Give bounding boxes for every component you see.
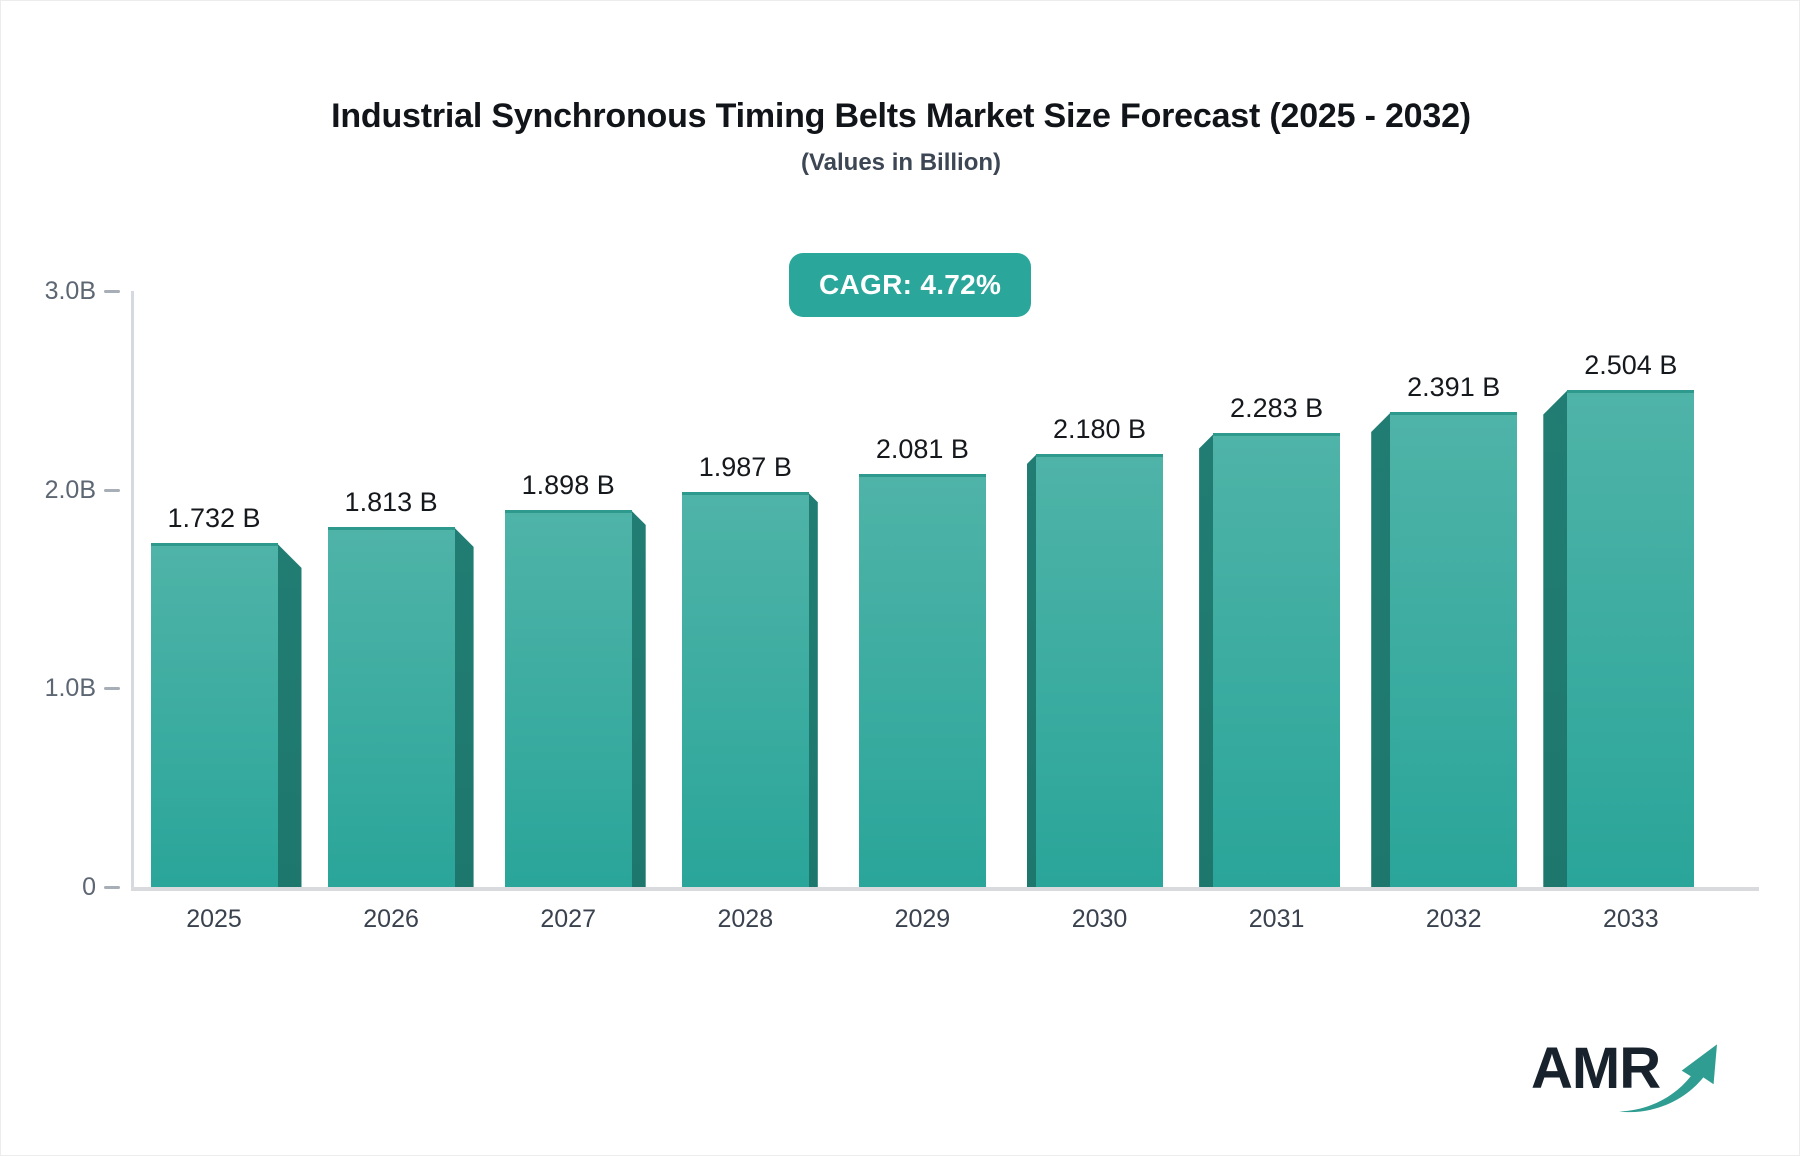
y-tick-dash bbox=[104, 290, 120, 293]
bar-side bbox=[1371, 411, 1392, 887]
bar-value-label: 2.081 B bbox=[875, 433, 969, 464]
y-tick-label: 1.0B bbox=[44, 674, 96, 703]
bar-value-label: 2.504 B bbox=[1584, 349, 1678, 380]
y-tick-label: 0 bbox=[82, 873, 96, 901]
x-axis-baseline bbox=[131, 887, 1759, 891]
cagr-badge: CAGR: 4.72% bbox=[789, 253, 1032, 317]
bar-side bbox=[453, 526, 474, 887]
bar-face bbox=[681, 492, 809, 887]
x-axis-label: 2028 bbox=[717, 905, 774, 933]
x-axis-label: 2033 bbox=[1602, 905, 1659, 933]
y-tick-label: 2.0B bbox=[44, 475, 96, 504]
bar-face bbox=[1567, 389, 1695, 887]
bar-value-label: 2.283 B bbox=[1230, 393, 1324, 424]
bar-value-label: 1.987 B bbox=[698, 452, 792, 483]
bar-side bbox=[807, 492, 818, 887]
x-axis-label: 2027 bbox=[540, 905, 596, 933]
growth-arrow-icon bbox=[1619, 1044, 1717, 1113]
bar-face bbox=[504, 509, 632, 887]
bar-face bbox=[1390, 411, 1518, 887]
x-axis-label: 2025 bbox=[186, 905, 242, 933]
bar-face bbox=[1036, 453, 1163, 887]
bar-value-label: 2.391 B bbox=[1407, 371, 1501, 402]
bar-side bbox=[276, 542, 302, 887]
bar-face bbox=[150, 542, 278, 887]
x-axis-label: 2031 bbox=[1248, 905, 1305, 933]
amr-logo: AMR bbox=[1531, 1031, 1761, 1121]
bar-side bbox=[630, 509, 646, 887]
bar-value-label: 1.732 B bbox=[167, 502, 261, 533]
y-tick-dash bbox=[104, 687, 120, 691]
x-axis-label: 2026 bbox=[363, 905, 419, 933]
chart-subtitle: (Values in Billion) bbox=[800, 149, 1002, 176]
x-axis-label: 2029 bbox=[894, 905, 951, 933]
bar-value-label: 1.813 B bbox=[344, 486, 438, 517]
bar-value-label: 1.898 B bbox=[521, 469, 615, 500]
bar-face bbox=[327, 526, 455, 887]
bar-side bbox=[1199, 433, 1215, 887]
x-axis-label: 2030 bbox=[1071, 905, 1128, 933]
x-axis-label: 2032 bbox=[1425, 905, 1482, 933]
amr-logo-text: AMR bbox=[1531, 1036, 1661, 1101]
y-tick-label: 3.0B bbox=[44, 277, 96, 305]
bar-face bbox=[1213, 433, 1341, 887]
bar-side bbox=[1543, 389, 1569, 887]
y-tick-dash bbox=[104, 886, 120, 889]
y-axis-line bbox=[131, 291, 134, 890]
bar-side bbox=[1027, 453, 1037, 887]
bar-face bbox=[858, 473, 986, 887]
y-tick-dash bbox=[104, 488, 120, 492]
bar-value-label: 2.180 B bbox=[1052, 413, 1147, 444]
chart-title: Industrial Synchronous Timing Belts Mark… bbox=[331, 97, 1471, 135]
